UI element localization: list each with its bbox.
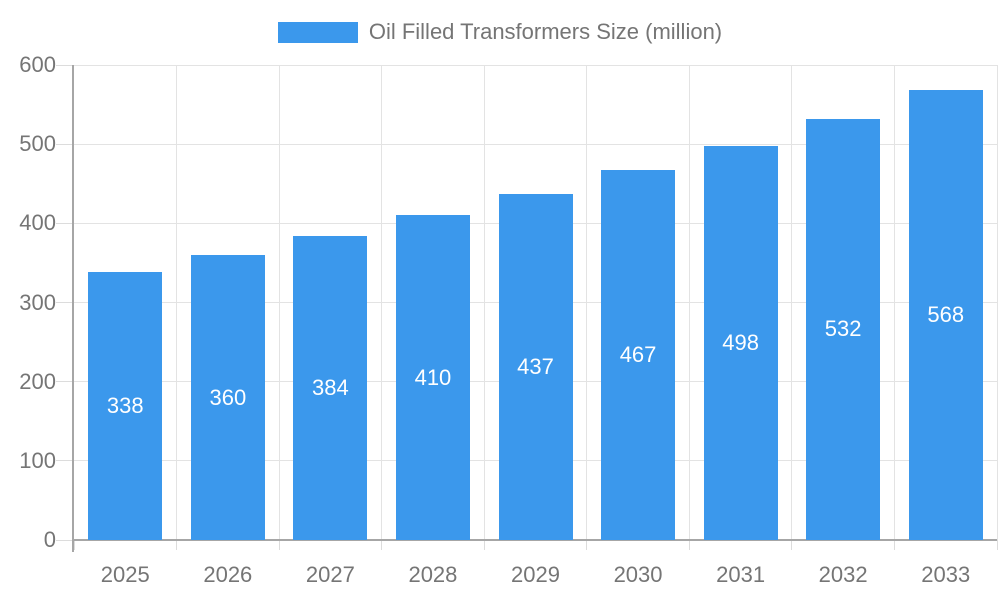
bar-2025: 338: [88, 272, 163, 540]
gridline: [381, 65, 383, 540]
x-axis-tick: [278, 540, 280, 550]
bar-value-label: 568: [927, 302, 965, 328]
bar-value-label: 410: [414, 364, 452, 390]
x-axis-tick: [483, 540, 485, 550]
bar-2026: 360: [190, 255, 265, 540]
gridline: [996, 65, 998, 540]
y-axis-tick-label: 0: [43, 527, 56, 552]
y-axis-tick-label: 200: [19, 368, 56, 394]
bar-value-label: 467: [619, 342, 657, 368]
y-axis-tick-label: 100: [19, 447, 56, 473]
bar-2028: 410: [395, 215, 470, 540]
bar-2031: 498: [703, 145, 778, 540]
y-axis-tick-label: 500: [19, 131, 56, 157]
x-axis-tick-label: 2033: [921, 562, 971, 587]
y-axis-tick: [56, 302, 74, 303]
y-axis-tick-label: 300: [19, 289, 56, 315]
x-axis-tick-label: 2032: [818, 562, 868, 587]
bar-2032: 532: [806, 118, 881, 540]
x-axis-tick: [586, 540, 588, 550]
bar-value-label: 437: [517, 354, 554, 379]
x-axis-tick: [73, 540, 75, 550]
y-axis-tick: [56, 64, 74, 66]
legend[interactable]: Oil Filled Transformers Size (million): [0, 15, 1000, 49]
x-axis-tick: [893, 540, 895, 550]
gridline: [791, 65, 793, 540]
gridline: [74, 64, 997, 66]
x-axis-line: [74, 539, 997, 541]
gridline: [74, 143, 997, 145]
gridline: [176, 65, 178, 540]
bar-2029: 437: [498, 194, 573, 540]
bar-value-label: 338: [106, 393, 144, 419]
x-axis-tick-label: 2030: [613, 562, 663, 587]
x-axis-tick-label: 2031: [716, 562, 766, 587]
y-axis-line: [72, 65, 74, 552]
gridline: [688, 65, 690, 540]
x-axis-tick-label: 2029: [511, 562, 560, 587]
x-axis-tick: [996, 540, 998, 550]
gridline: [586, 65, 588, 540]
y-axis-tick-label: 400: [19, 210, 56, 236]
x-axis-tick-label: 2027: [305, 562, 355, 587]
bar-2027: 384: [293, 236, 368, 540]
y-axis-tick-label: 600: [19, 52, 56, 77]
x-axis-tick: [381, 540, 383, 550]
x-axis-tick: [688, 540, 690, 550]
gridline: [278, 65, 280, 540]
legend-label: Oil Filled Transformers Size (million): [368, 19, 723, 44]
gridline: [483, 65, 485, 540]
gridline: [893, 65, 895, 540]
bar-2033: 568: [908, 90, 983, 540]
x-axis-tick-label: 2025: [100, 562, 150, 587]
x-axis-tick-label: 2026: [203, 562, 253, 587]
y-axis-tick: [56, 460, 74, 462]
bar-value-label: 360: [209, 384, 247, 410]
legend-swatch-icon: [277, 21, 358, 43]
x-axis-tick: [791, 540, 793, 550]
x-axis-tick: [176, 540, 178, 550]
y-axis-tick: [56, 381, 74, 383]
x-axis-tick-label: 2028: [408, 562, 458, 587]
bar-2030: 467: [601, 170, 676, 540]
y-axis-tick: [56, 143, 74, 145]
bar-value-label: 384: [312, 375, 349, 400]
bar-value-label: 498: [722, 329, 759, 355]
y-axis-tick: [56, 222, 74, 224]
y-axis-tick: [56, 539, 74, 541]
bar-value-label: 532: [824, 316, 862, 342]
